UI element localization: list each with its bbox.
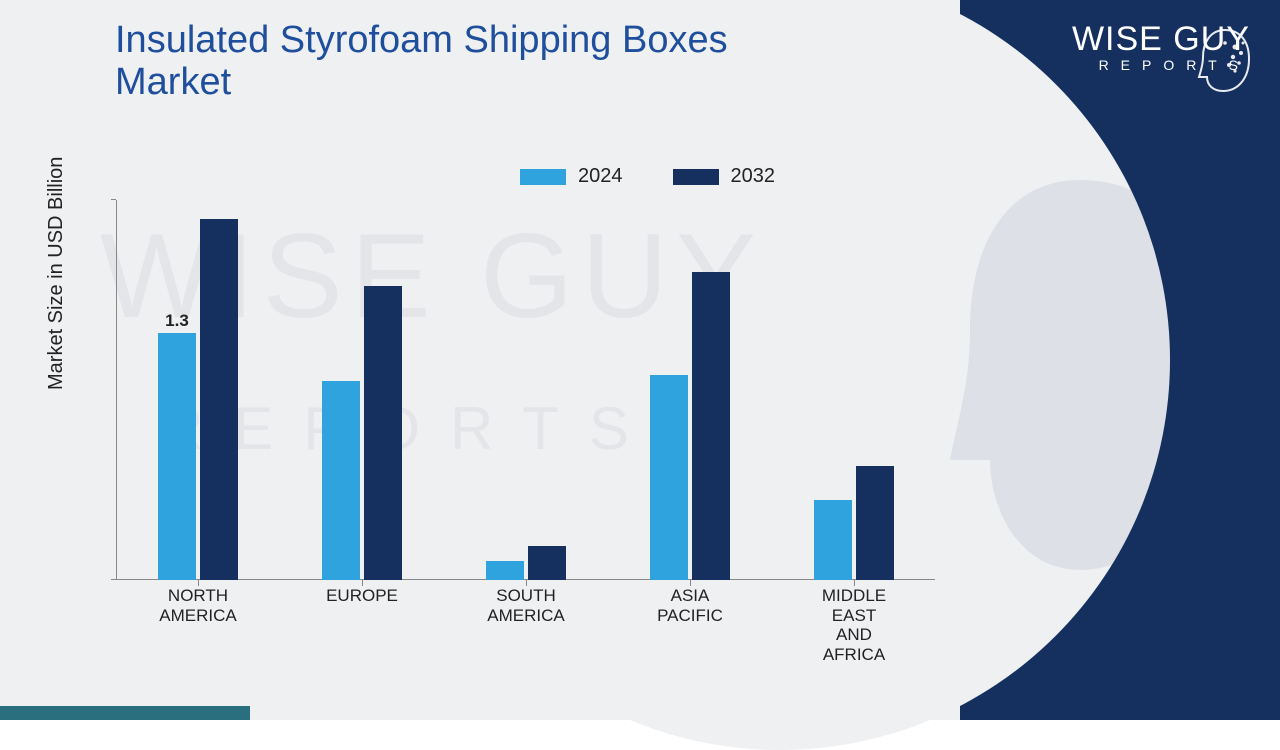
legend-item-2024: 2024 xyxy=(520,165,623,188)
bar-2024 xyxy=(650,375,688,580)
category-label: SOUTHAMERICA xyxy=(466,586,586,625)
bar-2032 xyxy=(692,272,730,580)
bar-2024 xyxy=(486,561,524,580)
category-label: EUROPE xyxy=(302,586,422,606)
y-tick xyxy=(111,199,116,200)
y-axis xyxy=(116,200,117,580)
canvas: WISE GUY REPORTS WISE GUYREPORTS Insulat… xyxy=(0,0,1280,720)
plot-area: 1.3NORTHAMERICAEUROPESOUTHAMERICAASIAPAC… xyxy=(115,200,935,580)
accent-bar xyxy=(0,706,250,720)
category-label: ASIAPACIFIC xyxy=(630,586,750,625)
bar-2032 xyxy=(856,466,894,580)
y-tick xyxy=(111,579,116,580)
legend: 2024 2032 xyxy=(520,165,775,188)
category-label: NORTHAMERICA xyxy=(138,586,258,625)
bar-2032 xyxy=(528,546,566,580)
legend-swatch xyxy=(673,169,719,185)
legend-item-2032: 2032 xyxy=(673,165,776,188)
chart-title: Insulated Styrofoam Shipping Boxes Marke… xyxy=(115,20,735,104)
y-axis-label: Market Size in USD Billion xyxy=(45,157,68,390)
legend-label: 2024 xyxy=(578,165,623,188)
bar-value-label: 1.3 xyxy=(165,311,189,331)
chart-area: Market Size in USD Billion 1.3NORTHAMERI… xyxy=(75,160,955,660)
legend-swatch xyxy=(520,169,566,185)
brand-logo: WISE GUY REPORTS xyxy=(1072,20,1250,73)
bar-2032 xyxy=(364,286,402,581)
bar-2032 xyxy=(200,219,238,580)
bar-2024 xyxy=(322,381,360,581)
category-label: MIDDLEEASTANDAFRICA xyxy=(794,586,914,664)
bar-2024 xyxy=(814,500,852,580)
bar-2024: 1.3 xyxy=(158,333,196,580)
watermark-head-icon xyxy=(940,170,1220,590)
head-icon xyxy=(1195,25,1255,95)
legend-label: 2032 xyxy=(731,165,776,188)
